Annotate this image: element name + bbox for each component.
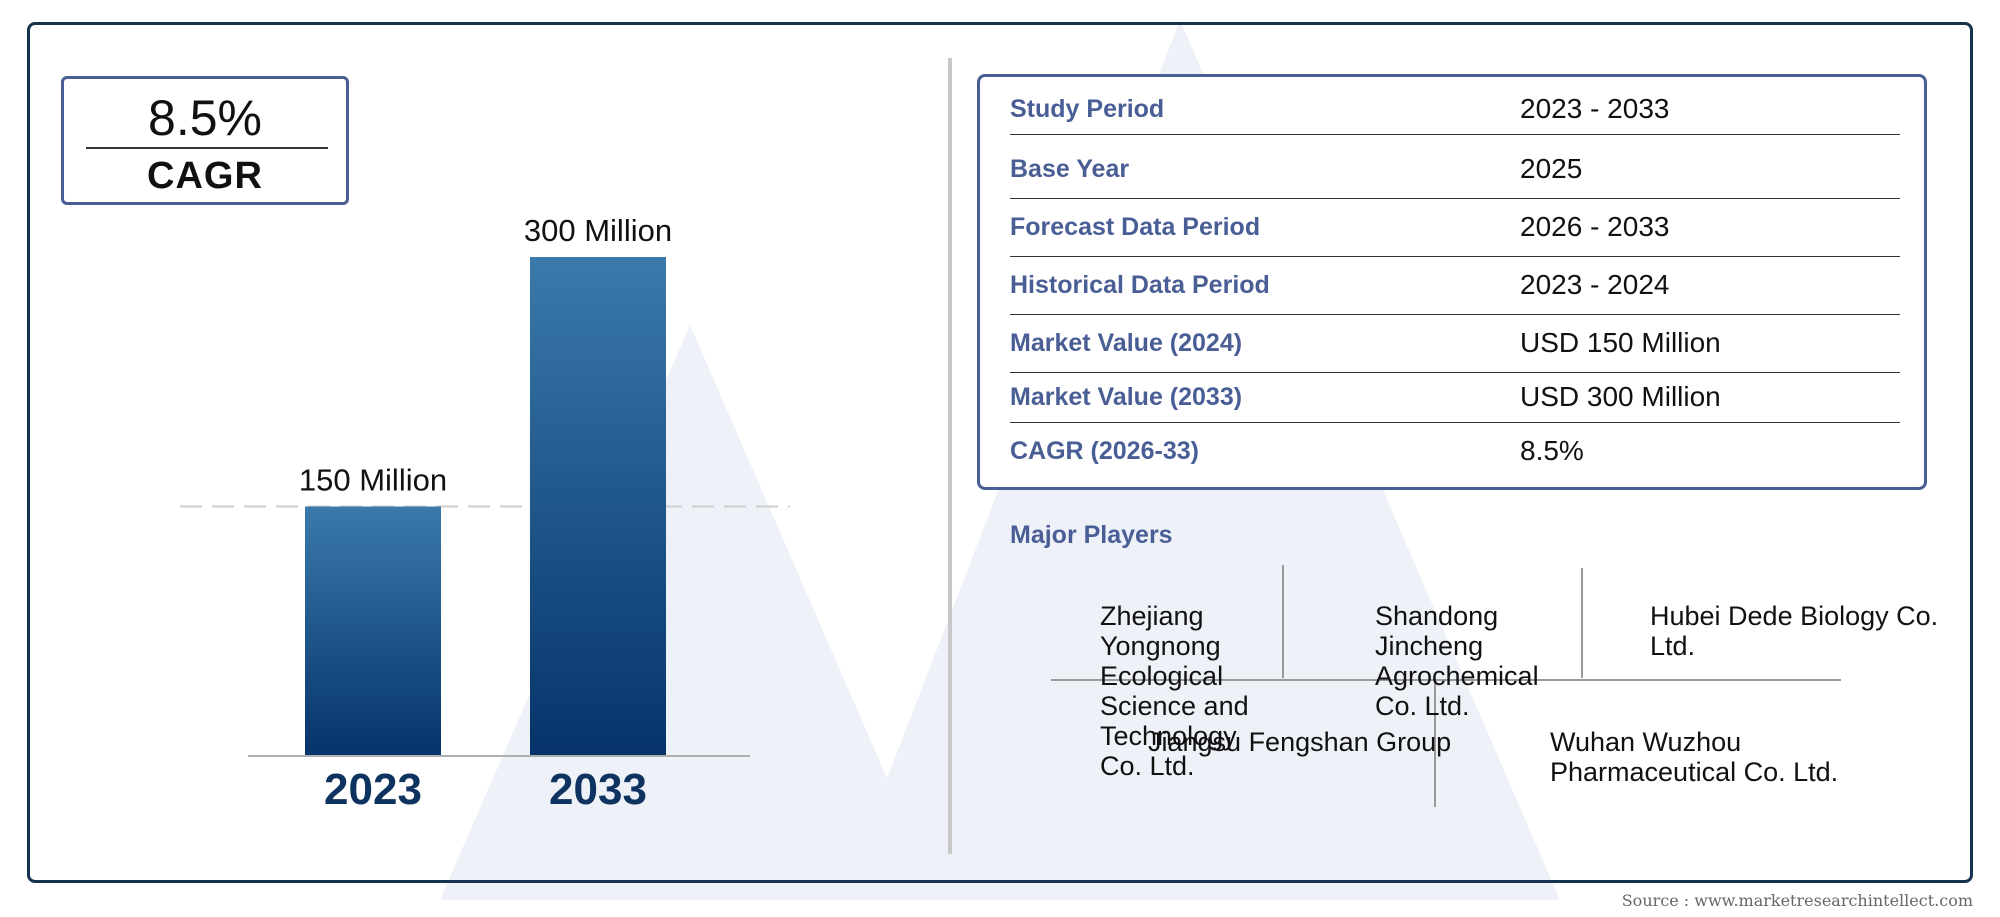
bar-2033 [530,257,666,756]
row-value: 8.5% [1520,435,1584,466]
row-label: Historical Data Period [1010,271,1270,299]
table-row: Market Value (2033) USD 300 Million [1010,373,1900,423]
summary-table: Study Period 2023 - 2033 Base Year 2025 … [977,74,1927,490]
row-label: Study Period [1010,95,1165,123]
grid-divider [1282,565,1284,678]
player-name: Jiangsu Fengshan Group [1148,727,1452,757]
data-label: 150 Million [299,463,447,498]
table-row: Historical Data Period 2023 - 2024 [1010,257,1900,315]
row-value: 2023 - 2033 [1520,93,1670,124]
row-value: 2026 - 2033 [1520,211,1670,242]
row-value: USD 300 Million [1520,381,1721,412]
cagr-value: 8.5% [148,90,262,146]
cagr-badge: 8.5% CAGR [61,76,349,205]
table-row: CAGR (2026-33) 8.5% [1010,423,1900,481]
row-label: Market Value (2024) [1010,329,1243,357]
player-name: Wuhan Wuzhou Pharmaceutical Co. Ltd. [1550,727,1839,787]
grid-divider [1051,679,1841,681]
major-players-title: Major Players [1010,521,1173,549]
row-value: USD 150 Million [1520,327,1721,358]
category-label: 2033 [549,765,647,814]
infographic-frame [27,22,1973,883]
table-row: Forecast Data Period 2026 - 2033 [1010,199,1900,257]
table-row: Market Value (2024) USD 150 Million [1010,315,1900,373]
grid-divider [1581,568,1583,678]
market-bar-chart: 150 Million 2023 300 Million 2033 [180,213,790,814]
category-label: 2023 [324,765,422,814]
row-value: 2025 [1520,153,1583,184]
cagr-label: CAGR [147,155,263,197]
player-name: Zhejiang Yongnong Ecological Science and… [1100,601,1249,781]
panel-divider [948,58,952,854]
row-label: Market Value (2033) [1010,383,1243,411]
cagr-divider [86,147,328,149]
row-label: CAGR (2026-33) [1010,437,1199,465]
table-row: Base Year 2025 [1010,141,1900,199]
player-name: Hubei Dede Biology Co. Ltd. [1650,601,1939,661]
source-credit: Source : www.marketresearchintellect.com [1621,891,1973,910]
data-label: 300 Million [524,213,672,248]
row-label: Forecast Data Period [1010,213,1261,241]
bar-2023 [305,506,441,756]
grid-divider [1434,679,1436,807]
row-value: 2023 - 2024 [1520,269,1670,300]
player-name: Shandong Jincheng Agrochemical Co. Ltd. [1375,601,1539,721]
table-row: Study Period 2023 - 2033 [1010,77,1900,135]
row-label: Base Year [1010,155,1130,183]
